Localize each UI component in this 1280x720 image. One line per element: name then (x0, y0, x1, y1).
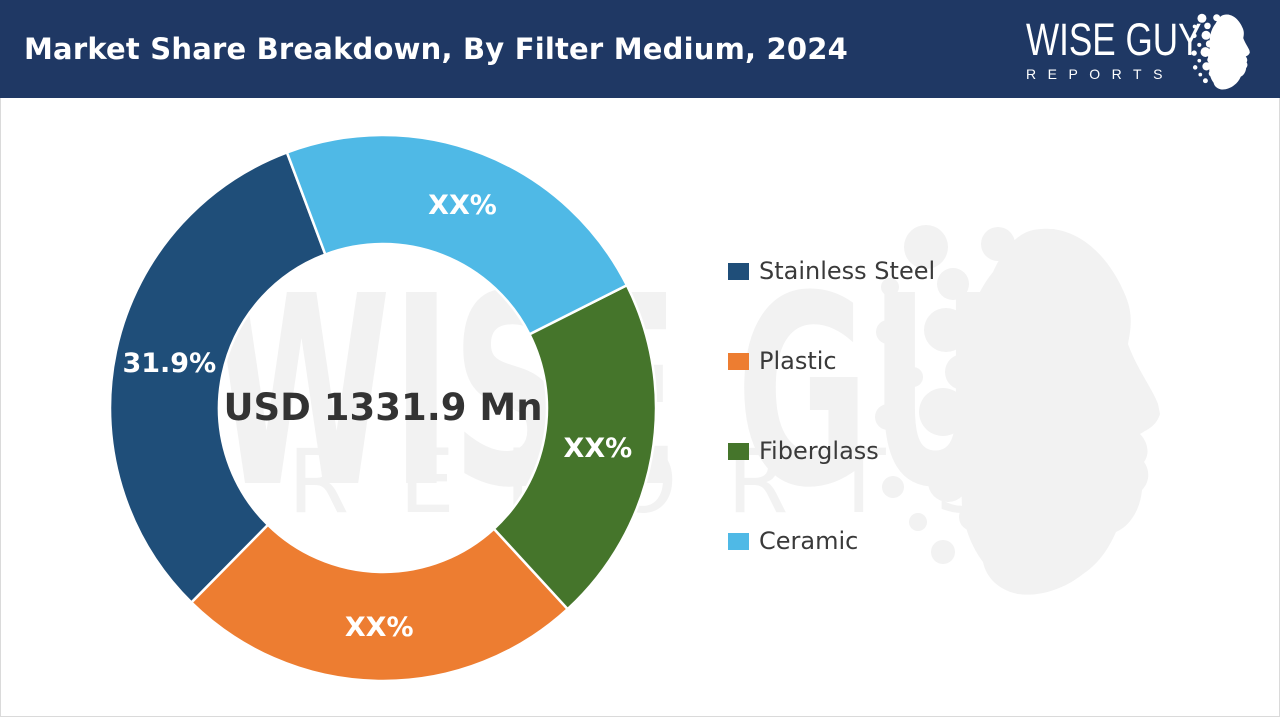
donut-chart: 31.9% XX% XX% XX% (108, 133, 658, 683)
legend-item-ceramic: Ceramic (728, 523, 935, 559)
chart-legend: Stainless Steel Plastic Fiberglass Ceram… (728, 253, 935, 613)
legend-label-fiberglass: Fiberglass (759, 437, 879, 465)
logo-text: WISE GUY REPORTS (1026, 17, 1202, 81)
legend-swatch-plastic (728, 352, 749, 370)
donut-segment-plastic (189, 523, 570, 683)
legend-label-plastic: Plastic (759, 347, 837, 375)
legend-label-ceramic: Ceramic (759, 527, 859, 555)
logo-head-profile-icon (1191, 13, 1250, 90)
header-bar: Market Share Breakdown, By Filter Medium… (0, 0, 1280, 98)
donut-segment-stainless-steel (108, 150, 327, 605)
logo-wordmark: WISE GUY (1026, 14, 1202, 65)
legend-swatch-fiberglass (728, 442, 749, 460)
segment-label-fiberglass: XX% (564, 433, 633, 464)
segment-label-ceramic: XX% (428, 190, 497, 221)
legend-item-stainless-steel: Stainless Steel (728, 253, 935, 289)
donut-segment-fiberglass (492, 283, 658, 611)
legend-item-plastic: Plastic (728, 343, 935, 379)
segment-label-stainless-steel: 31.9% (122, 348, 216, 379)
legend-item-fiberglass: Fiberglass (728, 433, 935, 469)
wise-guy-reports-logo: WISE GUY REPORTS (1026, 2, 1274, 96)
watermark-head-profile-icon (875, 225, 1160, 595)
legend-label-stainless-steel: Stainless Steel (759, 257, 936, 285)
segment-label-plastic: XX% (345, 612, 414, 643)
logo-subtitle: REPORTS (1026, 66, 1174, 82)
page-title: Market Share Breakdown, By Filter Medium… (24, 32, 849, 66)
legend-swatch-stainless-steel (728, 262, 749, 280)
donut-segment-ceramic (285, 133, 629, 336)
donut-center-value: USD 1331.9 Mn (223, 386, 543, 429)
legend-swatch-ceramic (728, 532, 749, 550)
